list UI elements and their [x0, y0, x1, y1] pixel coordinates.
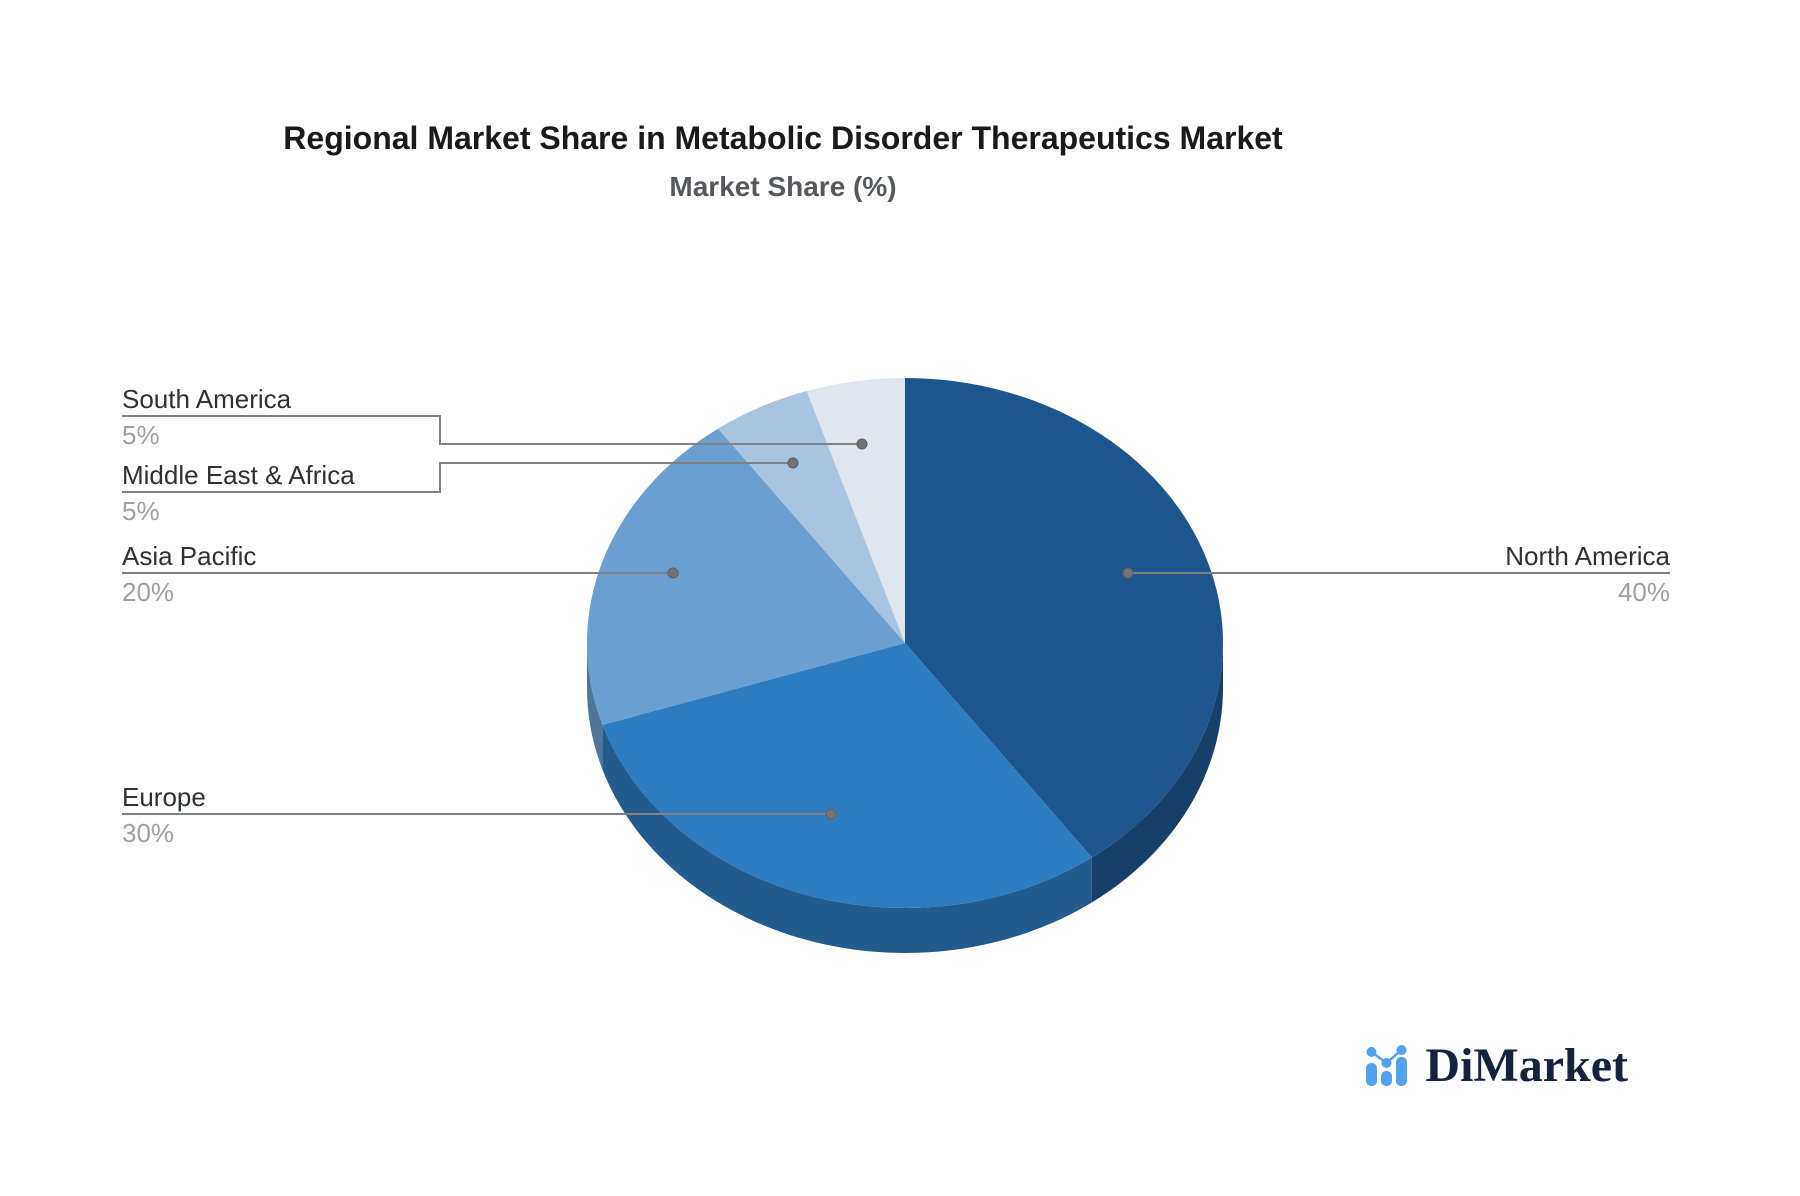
callout-connectors	[122, 415, 1670, 820]
callout-dot-0	[1122, 567, 1134, 579]
slice-label-europe: Europe	[122, 782, 206, 812]
chart-subtitle: Market Share (%)	[669, 171, 897, 202]
pie-slice-2	[587, 428, 905, 725]
slice-value-south-america: 5%	[122, 420, 160, 450]
callout-dot-4	[856, 438, 868, 450]
callout-dot-3	[787, 457, 799, 469]
bar-chart-logo-icon	[1366, 1045, 1407, 1086]
slice-label-south-america: South America	[122, 384, 292, 414]
pie-slice-1	[602, 643, 1092, 908]
pie-slice-0	[905, 378, 1224, 858]
slice-value-europe: 30%	[122, 818, 175, 848]
pie-slice-3	[718, 391, 905, 643]
callout-dot-1	[825, 808, 837, 820]
callout-connector-3	[122, 462, 793, 493]
slice-label-north-america: North America	[1505, 541, 1670, 571]
callout-connector-4	[122, 415, 862, 445]
slice-label-asia-pacific: Asia Pacific	[122, 541, 257, 571]
pie-slices	[587, 378, 1224, 908]
pie-slice-side-0	[1091, 643, 1223, 903]
slice-value-asia-pacific: 20%	[122, 577, 175, 607]
pie-slice-side-2	[587, 643, 603, 770]
pie-3d-sides	[587, 643, 1223, 953]
slice-label-middle-east-africa: Middle East & Africa	[122, 460, 355, 490]
chart-title: Regional Market Share in Metabolic Disor…	[283, 120, 1283, 156]
callout-dot-2	[667, 567, 679, 579]
pie-slice-side-1	[602, 724, 1092, 953]
slice-value-north-america: 40%	[1617, 577, 1670, 607]
brand-name: DiMarket	[1425, 1039, 1628, 1092]
slice-value-middle-east-africa: 5%	[122, 496, 160, 526]
